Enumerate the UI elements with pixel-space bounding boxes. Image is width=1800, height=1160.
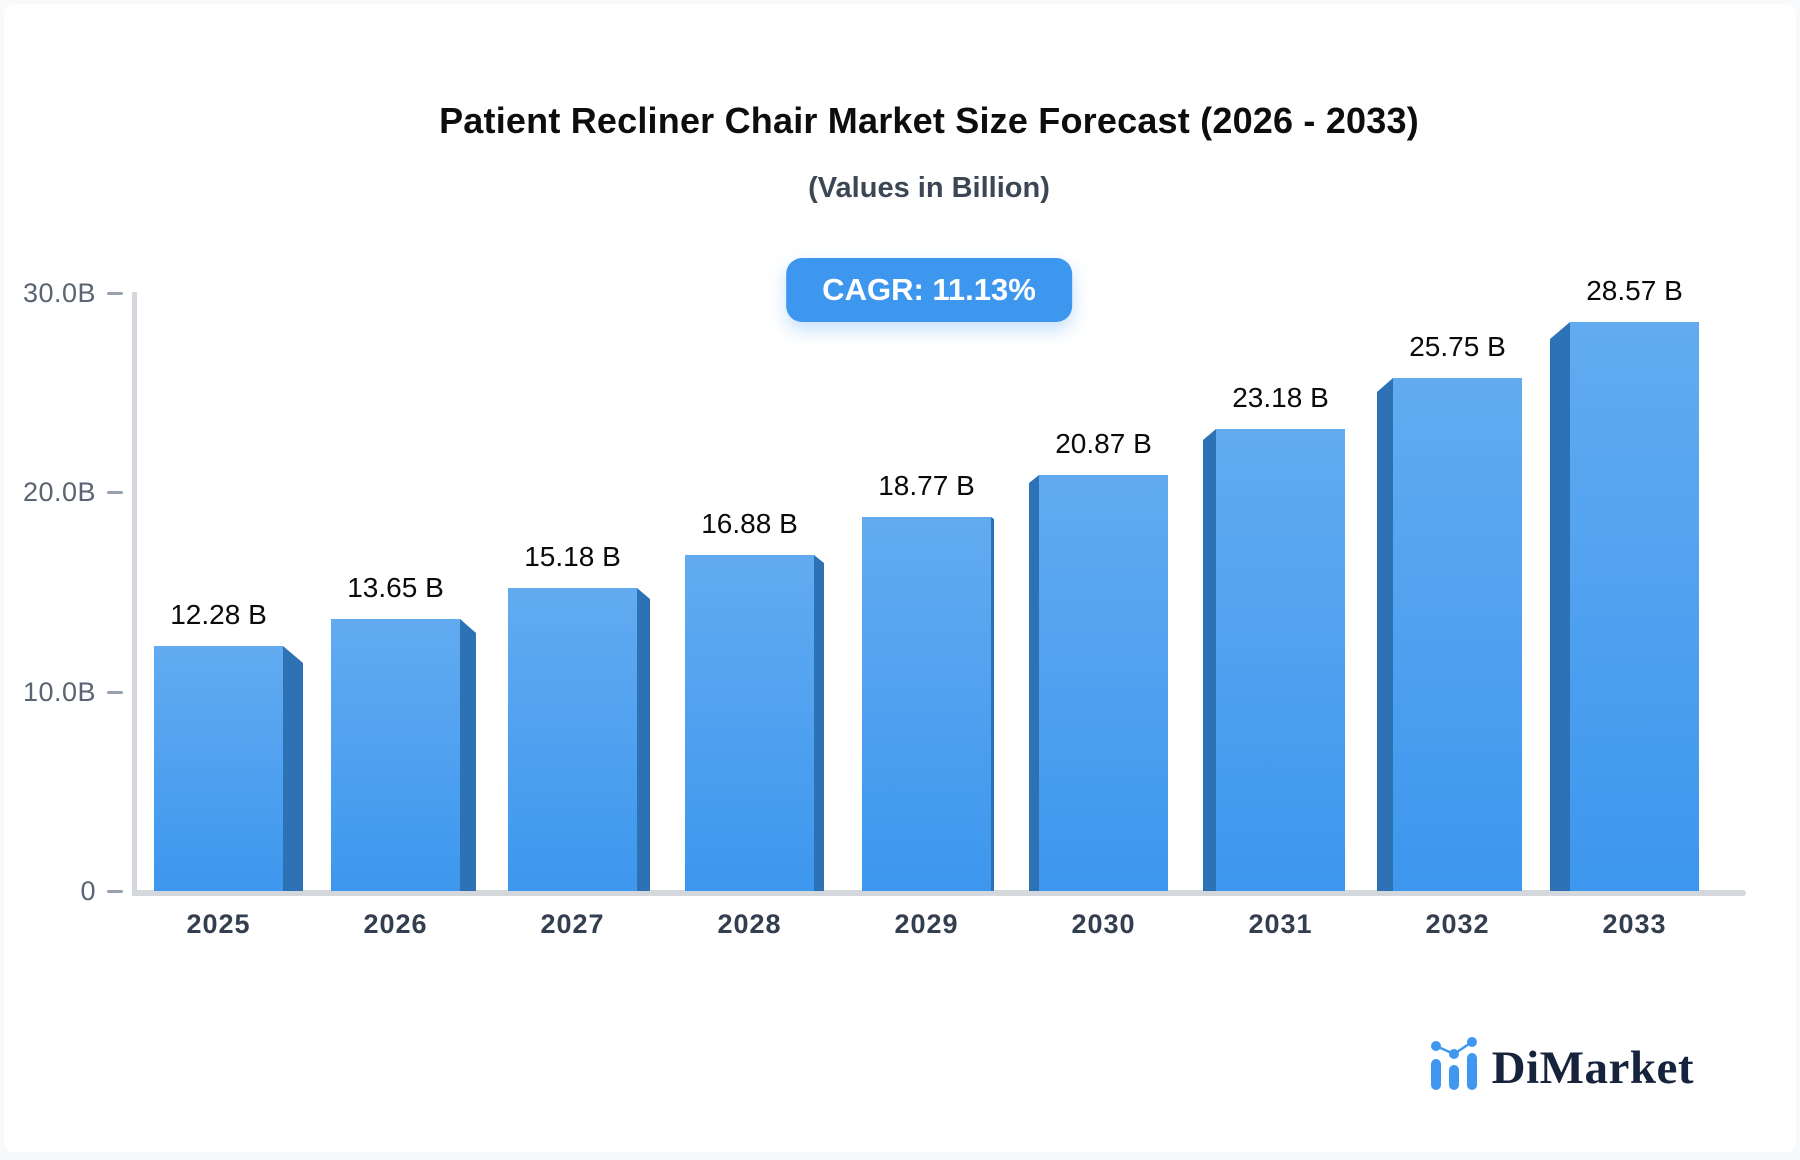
x-axis-label: 2031 (1248, 909, 1313, 939)
bar-2025[interactable] (154, 646, 283, 891)
x-axis-label: 2028 (717, 909, 782, 939)
bar-chart: 30.0B 20.0B 10.0B 0 12.28 B 2025 13.65 B 2026 15… (4, 4, 1800, 1160)
bar-2032[interactable] (1393, 378, 1522, 891)
bar-3d-side (637, 588, 650, 891)
bar-3d-side (1203, 429, 1216, 891)
bar-value-label: 15.18 B (524, 541, 621, 572)
mini-bar-chart-icon (1430, 1037, 1477, 1090)
y-axis-tick (107, 890, 123, 893)
x-axis-label: 2026 (363, 909, 428, 939)
x-axis-label: 2033 (1602, 909, 1667, 939)
x-axis-label: 2030 (1071, 909, 1136, 939)
x-axis-label: 2029 (894, 909, 959, 939)
bar-value-label: 13.65 B (347, 572, 444, 603)
y-axis-line (132, 292, 137, 896)
chart-card: Patient Recliner Chair Market Size Forec… (4, 4, 1796, 1152)
bar-3d-side (991, 517, 994, 891)
bar-3d-side (1029, 475, 1039, 891)
y-axis-label: 20.0B (22, 477, 96, 508)
bar-2030[interactable] (1039, 475, 1168, 891)
bar-2033[interactable] (1570, 322, 1699, 891)
bar-2027[interactable] (508, 588, 637, 891)
bar-value-label: 16.88 B (701, 508, 798, 539)
bar-2029[interactable] (862, 517, 991, 891)
x-axis-line (132, 890, 1746, 896)
y-axis-label: 0 (80, 876, 96, 906)
bar-2031[interactable] (1216, 429, 1345, 891)
bar-3d-side (1550, 322, 1570, 891)
cagr-badge: CAGR: 11.13% (786, 258, 1072, 322)
x-axis-label: 2025 (186, 909, 251, 939)
y-axis-tick (107, 690, 123, 694)
bar-2026[interactable] (331, 619, 460, 891)
chart-title: Patient Recliner Chair Market Size Forec… (439, 100, 1419, 141)
bar-2028[interactable] (685, 555, 814, 891)
bar-3d-side (460, 619, 476, 891)
bar-value-label: 23.18 B (1232, 382, 1329, 413)
bar-value-label: 12.28 B (170, 599, 267, 630)
bar-3d-side (814, 555, 824, 891)
bar-value-label: 28.57 B (1586, 275, 1683, 306)
bar-3d-side (1377, 378, 1393, 891)
y-axis-tick (107, 292, 123, 296)
bar-value-label: 18.77 B (878, 470, 975, 501)
y-axis-tick (107, 491, 123, 495)
bar-value-label: 25.75 B (1409, 331, 1506, 362)
chart-subtitle: (Values in Billion) (808, 172, 1050, 204)
bar-value-label: 20.87 B (1055, 428, 1152, 459)
y-axis-label: 10.0B (22, 676, 96, 707)
y-axis-label: 30.0B (22, 278, 96, 309)
dimarket-logo: DiMarket (1428, 1032, 1694, 1092)
bar-3d-side (283, 646, 303, 891)
x-axis-label: 2032 (1425, 909, 1490, 939)
logo-text: DiMarket (1491, 1042, 1694, 1094)
x-axis-label: 2027 (540, 909, 605, 939)
